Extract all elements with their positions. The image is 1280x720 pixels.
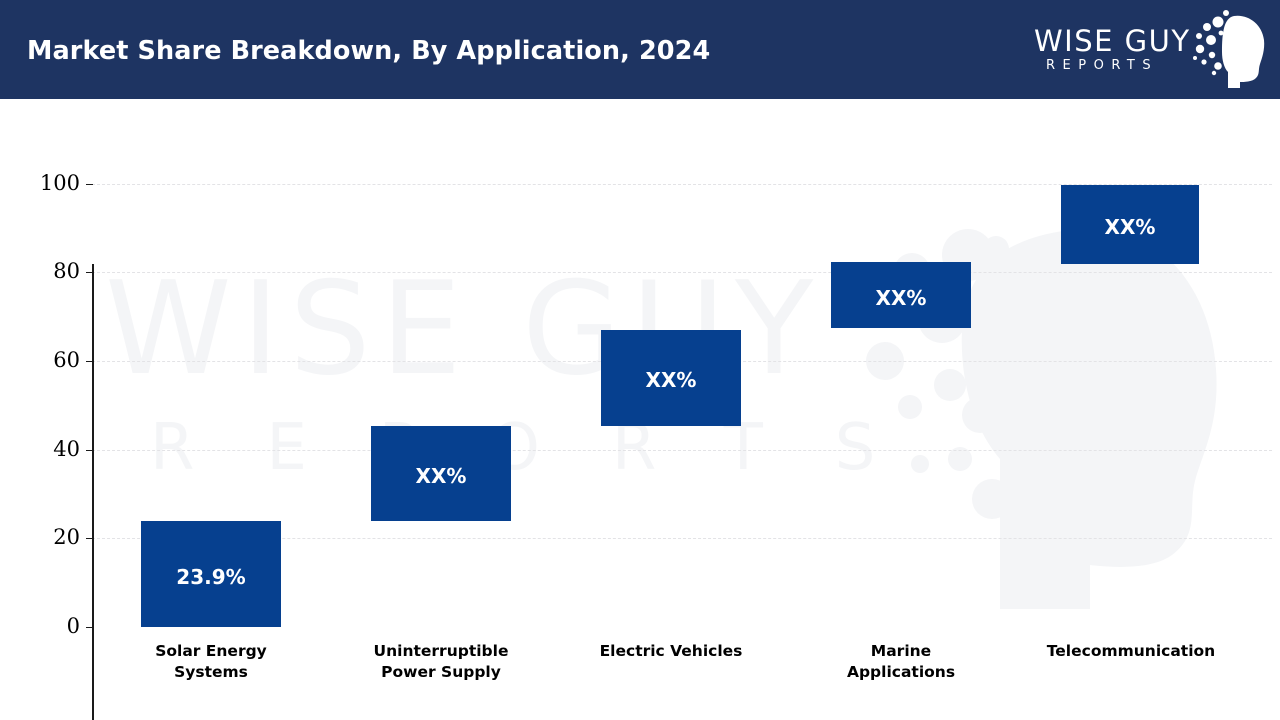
bar-solar-energy-systems[interactable]: 23.9%	[141, 521, 281, 627]
y-tick-label-60: 60	[53, 348, 80, 372]
bar-telecommunication[interactable]: XX%	[1061, 185, 1199, 264]
logo-subword-text: REPORTS	[1046, 58, 1159, 73]
header-bar: Market Share Breakdown, By Application, …	[0, 0, 1280, 99]
y-tick-label-100: 100	[39, 171, 80, 195]
y-tick-mark-40	[86, 450, 93, 451]
y-tick-mark-0	[86, 627, 93, 628]
x-category-label-4: Marine Applications	[846, 642, 956, 681]
gridline-80	[92, 272, 1272, 273]
x-category-label-1: Solar Energy Systems	[155, 642, 267, 681]
x-category-label-2: Uninterruptible Power Supply	[373, 642, 509, 681]
bar-value-label-2: XX%	[415, 464, 467, 488]
y-tick-mark-20	[86, 538, 93, 539]
gridline-20	[92, 538, 1272, 539]
y-tick-mark-80	[86, 272, 93, 273]
chart-plot-canvas: WISE GUY REPORTS	[0, 99, 1280, 720]
dotted-head-silhouette-icon	[1193, 10, 1265, 88]
gridline-100	[92, 184, 1272, 185]
bar-value-label-4: XX%	[875, 286, 927, 310]
y-tick-mark-60	[86, 361, 93, 362]
brand-logo: WISE GUY REPORTS	[1022, 8, 1272, 92]
bar-uninterruptible-power-supply[interactable]: XX%	[371, 426, 511, 521]
y-tick-mark-100	[86, 184, 93, 185]
bar-value-label-1: 23.9%	[176, 565, 246, 589]
x-category-label-3: Electric Vehicles	[599, 642, 743, 660]
bar-value-label-3: XX%	[645, 368, 697, 392]
bar-electric-vehicles[interactable]: XX%	[601, 330, 741, 426]
bar-value-label-5: XX%	[1104, 215, 1156, 239]
page-title: Market Share Breakdown, By Application, …	[27, 36, 711, 66]
y-tick-label-80: 80	[53, 259, 80, 283]
y-tick-label-20: 20	[53, 525, 80, 549]
bar-marine-applications[interactable]: XX%	[831, 262, 971, 328]
gridline-40	[92, 450, 1272, 451]
y-tick-label-0: 0	[66, 614, 80, 638]
logo-wordmark: WISE GUY	[1034, 24, 1191, 58]
y-tick-label-40: 40	[53, 437, 80, 461]
x-category-label-5: Telecommunication	[1046, 642, 1216, 660]
y-axis-line	[92, 264, 94, 720]
